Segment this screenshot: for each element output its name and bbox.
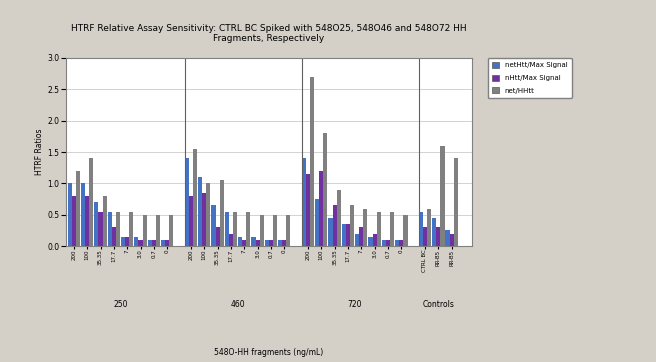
Bar — [138, 240, 142, 246]
Bar — [81, 184, 85, 246]
Bar — [89, 158, 93, 246]
Bar — [403, 215, 407, 246]
Bar — [346, 224, 350, 246]
Bar — [377, 212, 381, 246]
Bar — [315, 199, 319, 246]
Bar — [193, 149, 197, 246]
Bar — [102, 196, 107, 246]
Bar — [400, 240, 403, 246]
Bar — [355, 233, 359, 246]
Bar — [310, 77, 314, 246]
Bar — [445, 231, 449, 246]
Bar — [329, 218, 333, 246]
Bar — [337, 190, 341, 246]
Bar — [211, 205, 216, 246]
Bar — [156, 215, 160, 246]
Bar — [85, 196, 89, 246]
Bar — [125, 237, 129, 246]
Y-axis label: HTRF Ratios: HTRF Ratios — [35, 129, 45, 175]
Bar — [134, 237, 138, 246]
Bar — [363, 209, 367, 246]
Bar — [225, 212, 229, 246]
Bar — [202, 193, 206, 246]
Bar — [256, 240, 260, 246]
Bar — [94, 202, 98, 246]
Bar — [342, 224, 346, 246]
Bar — [169, 215, 173, 246]
Bar — [286, 215, 291, 246]
Bar — [242, 240, 246, 246]
Bar — [432, 218, 436, 246]
Bar — [238, 237, 242, 246]
Bar — [189, 196, 193, 246]
Bar — [229, 233, 233, 246]
Bar — [246, 212, 251, 246]
Bar — [302, 158, 306, 246]
Bar — [319, 171, 323, 246]
Bar — [306, 174, 310, 246]
Bar — [449, 233, 454, 246]
Bar — [427, 209, 431, 246]
Bar — [273, 215, 277, 246]
Bar — [419, 212, 423, 246]
Bar — [68, 184, 72, 246]
Bar — [323, 133, 327, 246]
Bar — [220, 180, 224, 246]
Bar — [373, 233, 377, 246]
Bar — [142, 215, 147, 246]
Bar — [350, 205, 354, 246]
Bar — [165, 240, 169, 246]
Bar — [161, 240, 165, 246]
Bar — [76, 171, 80, 246]
Bar — [423, 227, 427, 246]
Text: HTRF Relative Assay Sensitivity: CTRL BC Spiked with 548O25, 548O46 and 548O72 H: HTRF Relative Assay Sensitivity: CTRL BC… — [71, 24, 467, 43]
Bar — [265, 240, 269, 246]
Bar — [216, 227, 220, 246]
Bar — [251, 237, 256, 246]
Bar — [359, 227, 363, 246]
Bar — [440, 146, 445, 246]
Bar — [148, 240, 152, 246]
Bar — [454, 158, 458, 246]
Bar — [390, 212, 394, 246]
Bar — [386, 240, 390, 246]
Legend: netHtt/Max Signal, nHtt/Max Signal, net/HHtt: netHtt/Max Signal, nHtt/Max Signal, net/… — [488, 58, 571, 98]
Bar — [152, 240, 156, 246]
Bar — [282, 240, 286, 246]
Bar — [333, 205, 337, 246]
Bar — [98, 212, 102, 246]
Text: 548O-HH fragments (ng/mL): 548O-HH fragments (ng/mL) — [215, 348, 323, 357]
Bar — [116, 212, 120, 246]
Bar — [382, 240, 386, 246]
Bar — [269, 240, 273, 246]
Bar — [395, 240, 400, 246]
Bar — [369, 237, 373, 246]
Bar — [260, 215, 264, 246]
Bar — [121, 237, 125, 246]
Bar — [278, 240, 282, 246]
Bar — [185, 158, 189, 246]
Bar — [436, 227, 440, 246]
Bar — [233, 212, 237, 246]
Bar — [129, 212, 133, 246]
Bar — [112, 227, 116, 246]
Bar — [108, 212, 112, 246]
Bar — [72, 196, 76, 246]
Bar — [198, 177, 202, 246]
Bar — [206, 184, 211, 246]
